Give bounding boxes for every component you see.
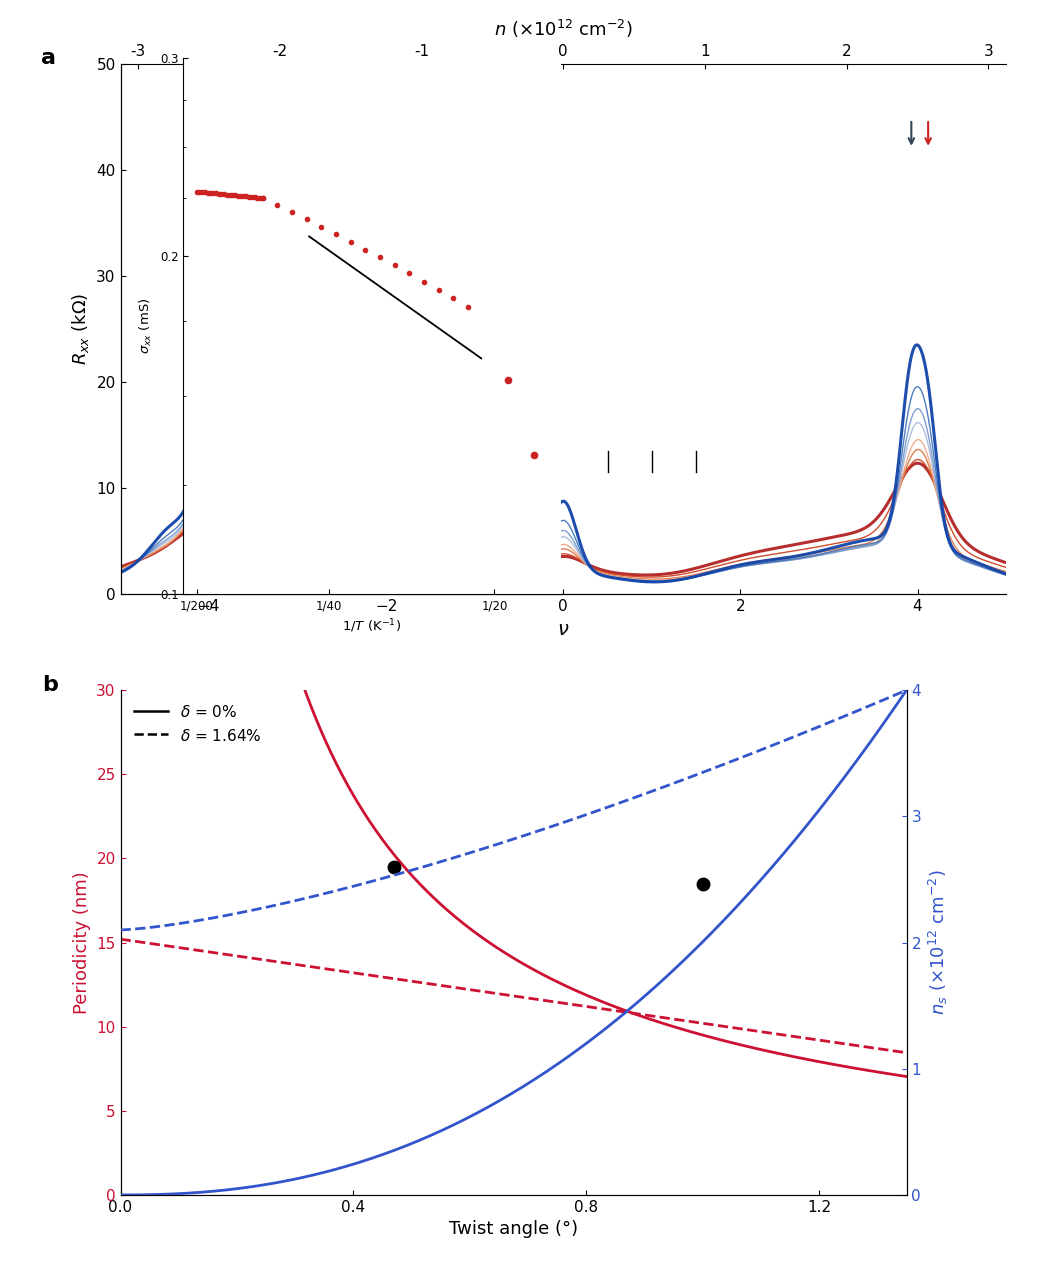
Text: a: a <box>41 49 56 68</box>
Y-axis label: $\sigma_{xx}$ (mS): $\sigma_{xx}$ (mS) <box>138 298 154 354</box>
Y-axis label: $R_{xx}$ (k$\Omega$): $R_{xx}$ (k$\Omega$) <box>70 293 91 366</box>
Legend: $\delta$ = 0%, $\delta$ = 1.64%: $\delta$ = 0%, $\delta$ = 1.64% <box>128 698 267 750</box>
X-axis label: Twist angle (°): Twist angle (°) <box>449 1220 578 1238</box>
Text: 80 K: 80 K <box>324 442 362 460</box>
X-axis label: $\nu$: $\nu$ <box>558 620 569 639</box>
X-axis label: $n$ ($\times10^{12}$ cm$^{-2}$): $n$ ($\times10^{12}$ cm$^{-2}$) <box>494 18 633 40</box>
Y-axis label: $n_s$ ($\times10^{12}$ cm$^{-2}$): $n_s$ ($\times10^{12}$ cm$^{-2}$) <box>926 869 949 1016</box>
Text: b: b <box>42 675 58 695</box>
Text: 5 K: 5 K <box>324 469 351 487</box>
X-axis label: $1/T$ (K$^{-1}$): $1/T$ (K$^{-1}$) <box>343 617 401 635</box>
Y-axis label: Periodicity (nm): Periodicity (nm) <box>72 872 91 1013</box>
